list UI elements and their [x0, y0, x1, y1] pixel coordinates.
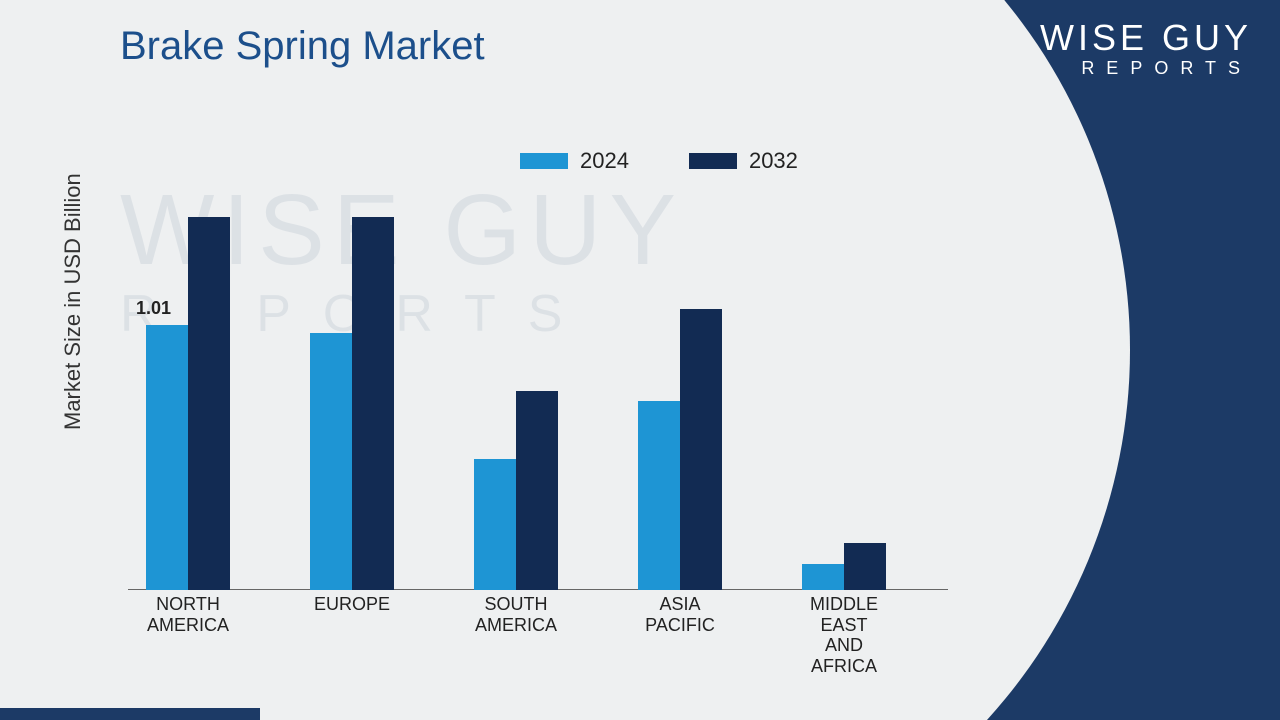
- x-axis-category-label: MIDDLEEASTANDAFRICA: [784, 594, 904, 677]
- brand-logo-line2: REPORTS: [992, 58, 1252, 79]
- x-axis-category-label: ASIAPACIFIC: [620, 594, 740, 635]
- page-title: Brake Spring Market: [120, 24, 485, 69]
- brand-logo: WISE GUY REPORTS: [992, 20, 1252, 79]
- bar-2032: [352, 217, 394, 590]
- stage: Brake Spring Market WISE GUY REPORTS WIS…: [0, 0, 1280, 720]
- bar-2024: [146, 325, 188, 590]
- bar-2024: [802, 564, 844, 590]
- bar-2024: [474, 459, 516, 590]
- x-axis-category-label: NORTHAMERICA: [128, 594, 248, 635]
- bar-2032: [680, 309, 722, 590]
- brand-logo-line1: WISE GUY: [992, 20, 1252, 56]
- bar-2032: [844, 543, 886, 590]
- bar-2032: [516, 391, 558, 591]
- x-axis-category-label: EUROPE: [292, 594, 412, 615]
- bottom-accent-strip: [0, 708, 260, 720]
- plot-area: 1.01: [128, 170, 948, 590]
- bar-2032: [188, 217, 230, 590]
- bar-2024: [638, 401, 680, 590]
- chart: Market Size in USD Billion 1.01 NORTHAME…: [48, 130, 968, 690]
- x-axis-category-label: SOUTHAMERICA: [456, 594, 576, 635]
- bar-value-label: 1.01: [136, 298, 171, 319]
- y-axis-label: Market Size in USD Billion: [60, 173, 86, 430]
- bar-2024: [310, 333, 352, 590]
